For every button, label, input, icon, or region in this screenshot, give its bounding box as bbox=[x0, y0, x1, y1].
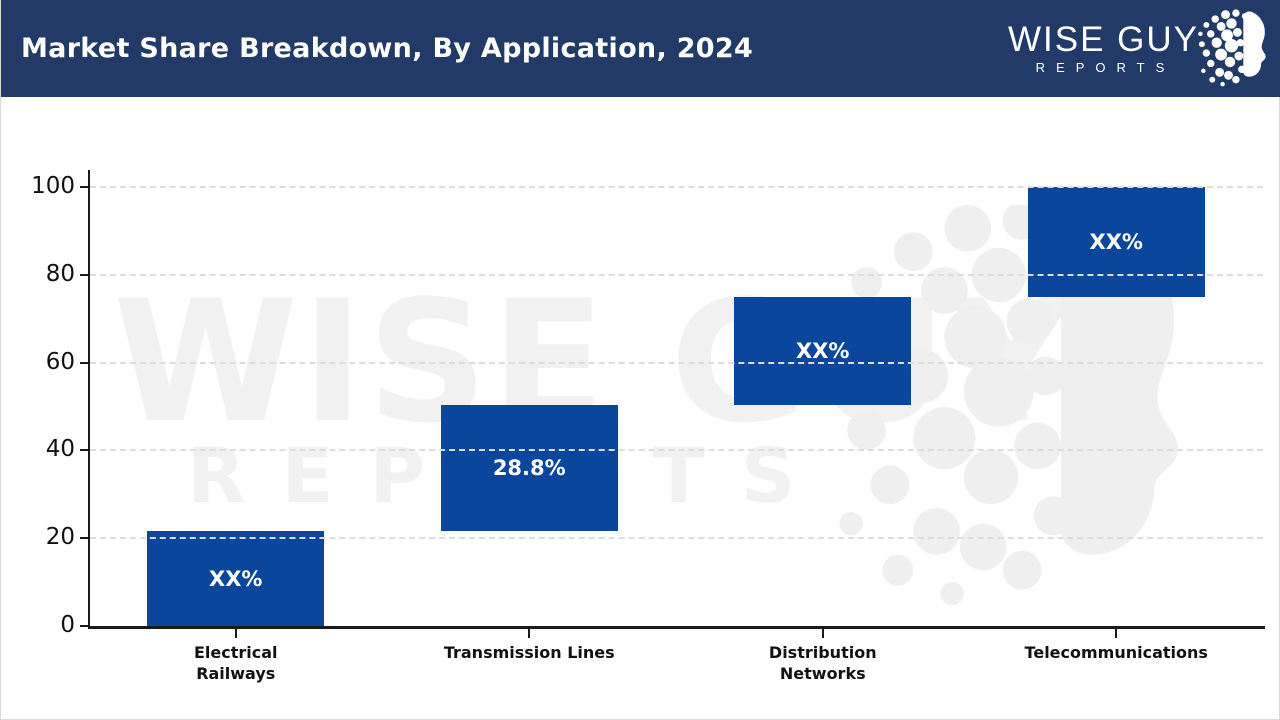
gridline-100 bbox=[90, 186, 1263, 188]
gridline-60 bbox=[90, 361, 1263, 364]
y-axis-line bbox=[88, 170, 90, 628]
y-tick-mark-20 bbox=[80, 537, 88, 540]
y-tick-label-40: 40 bbox=[45, 436, 75, 463]
x-category-label: Distribution Networks bbox=[768, 643, 877, 683]
y-tick-label-60: 60 bbox=[45, 348, 75, 375]
bar-chart-plot: 0 20 40 60 80 100 XX% Electrical Railways 28.8% T… bbox=[1, 97, 1280, 720]
wiseguy-logo: WISE GUY REPORTS bbox=[1007, 8, 1280, 89]
x-tick-mark-2 bbox=[528, 629, 531, 638]
x-axis-line bbox=[88, 626, 1265, 629]
bar-value-label: 28.8% bbox=[492, 455, 566, 480]
y-tick-label-100: 100 bbox=[31, 173, 75, 199]
y-tick-mark-60 bbox=[80, 361, 88, 364]
y-tick-label-80: 80 bbox=[45, 260, 75, 287]
bar-segment: XX% bbox=[734, 296, 912, 405]
y-tick-mark-40 bbox=[80, 449, 88, 452]
x-tick-mark-4 bbox=[1115, 629, 1118, 638]
bar-segment: 28.8% bbox=[440, 404, 618, 532]
x-category-label: Transmission Lines bbox=[443, 643, 615, 662]
gridline-80 bbox=[90, 273, 1263, 276]
logo-name-text: WISE GUY bbox=[1007, 19, 1199, 59]
x-tick-mark-1 bbox=[234, 629, 237, 638]
x-category-label: Telecommunications bbox=[1024, 643, 1208, 662]
bar-segment: XX% bbox=[147, 531, 325, 626]
logo-sub-text: REPORTS bbox=[1035, 60, 1176, 76]
y-tick-mark-0 bbox=[80, 625, 88, 627]
bar-value-label: XX% bbox=[209, 566, 263, 591]
bar-segment: XX% bbox=[1027, 187, 1205, 297]
report-header: Market Share Breakdown, By Application, … bbox=[1, 0, 1280, 97]
gridline-20 bbox=[90, 537, 1263, 540]
logo-wordmark: WISE GUY REPORTS bbox=[1007, 19, 1199, 76]
bar-value-label: XX% bbox=[796, 338, 850, 363]
bar-value-label: XX% bbox=[1089, 229, 1143, 254]
y-tick-label-0: 0 bbox=[60, 612, 75, 638]
page-title: Market Share Breakdown, By Application, … bbox=[21, 33, 754, 64]
y-tick-label-20: 20 bbox=[45, 524, 75, 551]
x-tick-mark-3 bbox=[821, 629, 824, 638]
x-category-label: Electrical Railways bbox=[193, 643, 278, 683]
y-tick-mark-80 bbox=[80, 273, 88, 276]
gridline-40 bbox=[90, 449, 1263, 452]
wiseguy-face-icon bbox=[1198, 8, 1266, 86]
y-tick-mark-100 bbox=[80, 186, 88, 188]
